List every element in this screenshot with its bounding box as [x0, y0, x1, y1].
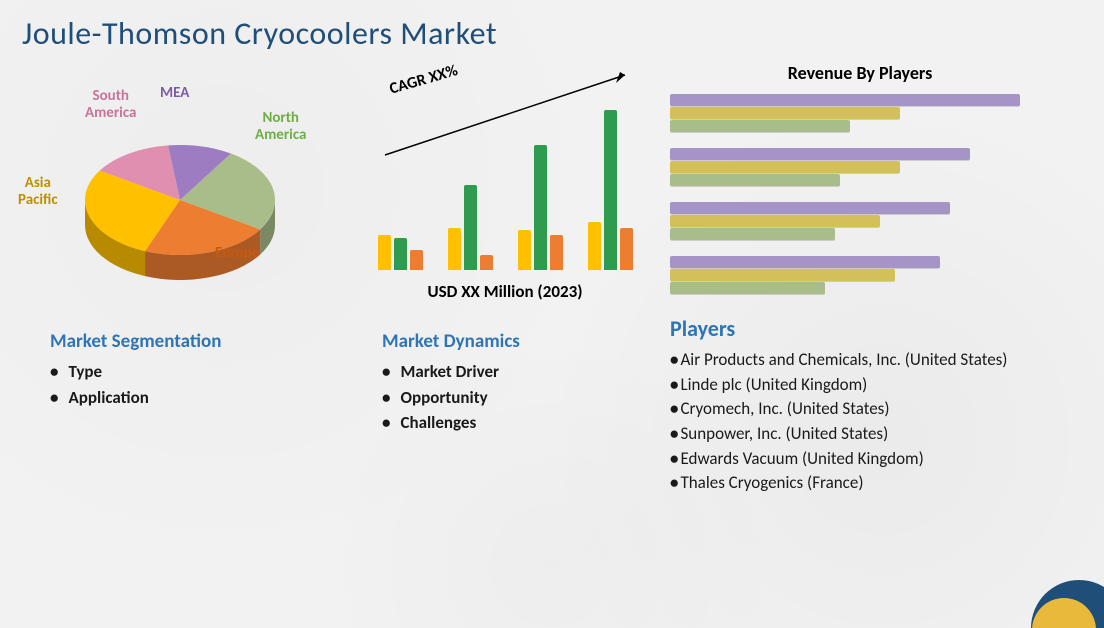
hbar [670, 282, 825, 294]
hbar [670, 120, 850, 132]
cagr-label: CAGR XX% [387, 61, 460, 99]
players-item: Cryomech, Inc. (United States) [670, 397, 1090, 422]
players-item: Linde plc (United Kingdom) [670, 373, 1090, 398]
hbar [670, 107, 900, 119]
hbar [670, 148, 970, 160]
bar [394, 238, 407, 270]
segmentation-block: Market Segmentation TypeApplication [50, 330, 310, 410]
players-block: Players Air Products and Chemicals, Inc.… [670, 315, 1090, 496]
page-title: Joule-Thomson Cryocoolers Market [22, 14, 497, 53]
hbar-group [670, 202, 1050, 240]
growth-bar-chart: CAGR XX% USD XX Million (2023) [360, 70, 650, 310]
players-list: Air Products and Chemicals, Inc. (United… [670, 348, 1090, 496]
hbar [670, 174, 840, 186]
dynamics-block: Market Dynamics Market DriverOpportunity… [382, 330, 642, 436]
dynamics-item: Market Driver [382, 359, 642, 385]
dynamics-list: Market DriverOpportunityChallenges [382, 359, 642, 436]
bar-area [370, 100, 640, 270]
bar [464, 185, 477, 270]
hbar-area [670, 94, 1050, 294]
pie-chart-region: NorthAmericaEuropeAsiaPacificSouthAmeric… [30, 80, 330, 300]
bar [550, 235, 563, 270]
hbar [670, 94, 1020, 106]
segmentation-heading: Market Segmentation [50, 330, 310, 353]
pie-label: MEA [160, 85, 189, 102]
pie-label: SouthAmerica [85, 88, 136, 121]
players-heading: Players [670, 315, 1090, 342]
bar-group [510, 145, 570, 270]
players-item: Edwards Vacuum (United Kingdom) [670, 447, 1090, 472]
pie-label: Europe [215, 245, 259, 262]
bar [604, 110, 617, 270]
bar [534, 145, 547, 270]
bar [448, 228, 461, 270]
segmentation-item: Type [50, 359, 310, 385]
bar-group [580, 110, 640, 270]
bar [518, 230, 531, 270]
revenue-title: Revenue By Players [670, 62, 1050, 84]
bar [588, 222, 601, 270]
dynamics-heading: Market Dynamics [382, 330, 642, 353]
bar-caption: USD XX Million (2023) [360, 281, 650, 302]
dynamics-item: Challenges [382, 410, 642, 436]
players-item: Air Products and Chemicals, Inc. (United… [670, 348, 1090, 373]
hbar [670, 202, 950, 214]
bar [410, 250, 423, 270]
hbar-group [670, 94, 1050, 132]
hbar [670, 256, 940, 268]
segmentation-list: TypeApplication [50, 359, 310, 410]
bar-group [370, 235, 430, 270]
hbar [670, 228, 835, 240]
hbar-group [670, 148, 1050, 186]
hbar [670, 269, 895, 281]
players-item: Thales Cryogenics (France) [670, 471, 1090, 496]
revenue-by-players-chart: Revenue By Players [670, 62, 1050, 292]
bar [620, 228, 633, 270]
bar [480, 255, 493, 270]
hbar [670, 215, 880, 227]
players-item: Sunpower, Inc. (United States) [670, 422, 1090, 447]
corner-logo [1004, 558, 1104, 628]
dynamics-item: Opportunity [382, 385, 642, 411]
segmentation-item: Application [50, 385, 310, 411]
bar [378, 235, 391, 270]
bar-group [440, 185, 500, 270]
hbar [670, 161, 900, 173]
hbar-group [670, 256, 1050, 294]
pie-label: AsiaPacific [18, 175, 58, 208]
pie-label: NorthAmerica [255, 110, 306, 143]
